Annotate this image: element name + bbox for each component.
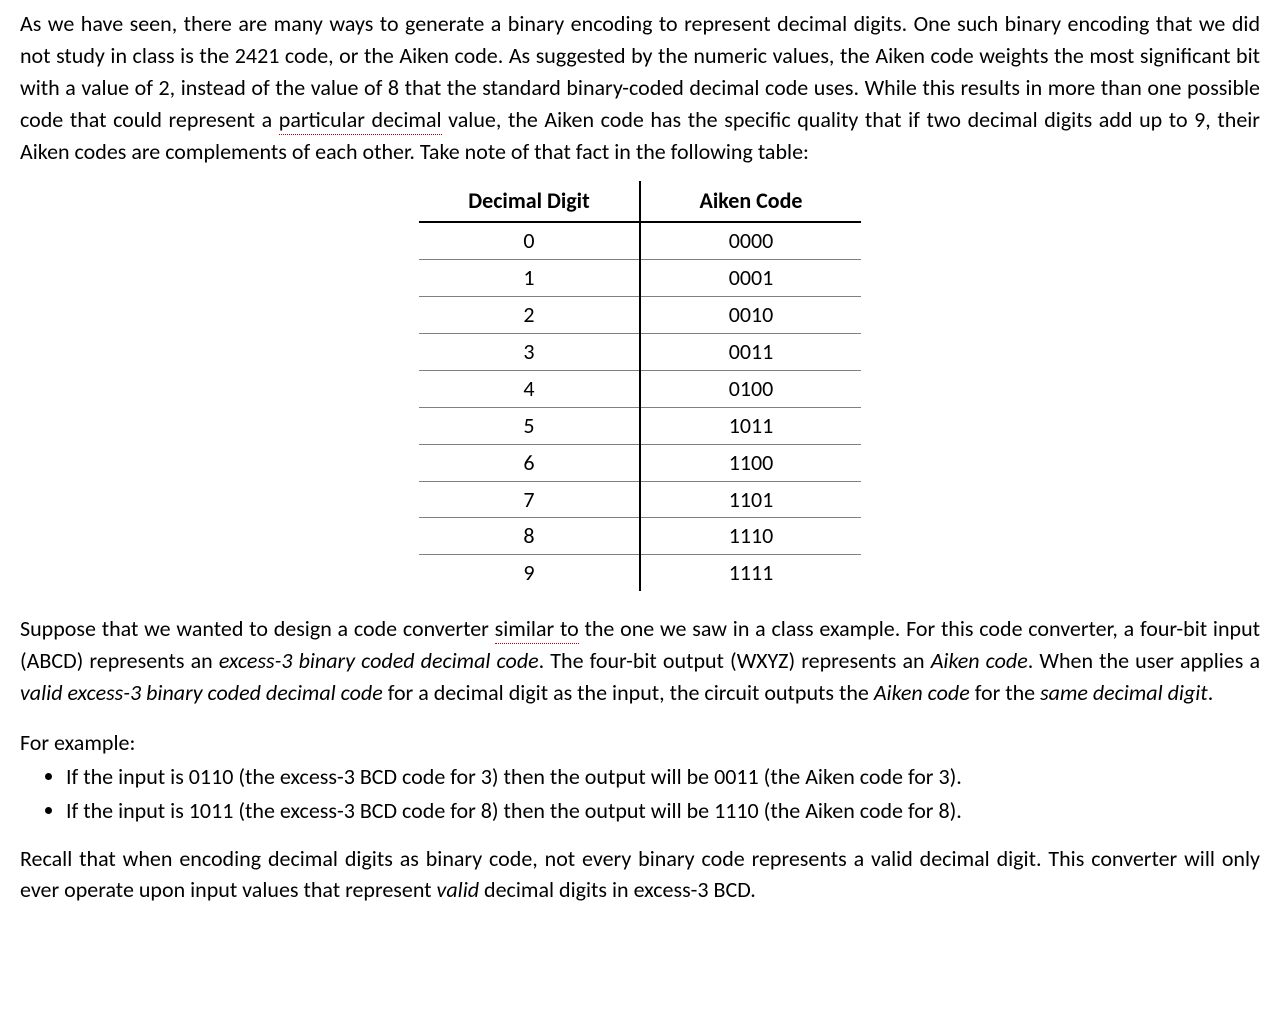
cell-decimal: 8 [419, 518, 640, 555]
cell-aiken: 1100 [640, 444, 861, 481]
conv-text-6: for the [970, 679, 1040, 706]
aiken-table-wrap: Decimal Digit Aiken Code 00000 10001 200… [20, 181, 1260, 591]
table-header-row: Decimal Digit Aiken Code [419, 181, 861, 222]
table-row: 00000 [419, 222, 861, 259]
conv-text-4: . When the user applies a [1028, 647, 1260, 674]
table-header-aiken: Aiken Code [640, 181, 861, 222]
cell-decimal: 9 [419, 555, 640, 591]
cell-aiken: 0000 [640, 222, 861, 259]
conv-underlined: similar to [495, 615, 579, 644]
table-row: 91111 [419, 555, 861, 591]
cell-decimal: 4 [419, 370, 640, 407]
cell-aiken: 0010 [640, 297, 861, 334]
conv-em-1: excess-3 binary coded decimal code [219, 647, 539, 674]
table-row: 40100 [419, 370, 861, 407]
table-row: 30011 [419, 334, 861, 371]
cell-decimal: 7 [419, 481, 640, 518]
conv-em-4: Aiken code [874, 679, 970, 706]
conv-text-3: . The four-bit output (WXYZ) represents … [539, 647, 931, 674]
list-item: If the input is 0110 (the excess-3 BCD c… [66, 761, 1260, 793]
conv-text-1: Suppose that we wanted to design a code … [20, 615, 495, 642]
list-item: If the input is 1011 (the excess-3 BCD c… [66, 795, 1260, 827]
cell-decimal: 3 [419, 334, 640, 371]
table-row: 10001 [419, 260, 861, 297]
cell-decimal: 6 [419, 444, 640, 481]
conv-em-5: same decimal digit [1040, 679, 1208, 706]
table-row: 20010 [419, 297, 861, 334]
converter-paragraph: Suppose that we wanted to design a code … [20, 613, 1260, 709]
cell-decimal: 5 [419, 407, 640, 444]
intro-paragraph: As we have seen, there are many ways to … [20, 8, 1260, 167]
table-row: 81110 [419, 518, 861, 555]
table-row: 61100 [419, 444, 861, 481]
conv-text-7: . [1208, 679, 1214, 706]
recall-text-2: decimal digits in excess-3 BCD. [479, 876, 756, 903]
cell-aiken: 0011 [640, 334, 861, 371]
cell-aiken: 0001 [640, 260, 861, 297]
document-page: As we have seen, there are many ways to … [0, 0, 1280, 1029]
cell-aiken: 0100 [640, 370, 861, 407]
conv-em-2: Aiken code [931, 647, 1028, 674]
conv-text-5: for a decimal digit as the input, the ci… [383, 679, 874, 706]
table-header-decimal: Decimal Digit [419, 181, 640, 222]
cell-aiken: 1110 [640, 518, 861, 555]
cell-aiken: 1011 [640, 407, 861, 444]
cell-aiken: 1101 [640, 481, 861, 518]
examples-lead: For example: [20, 727, 1260, 759]
cell-decimal: 1 [419, 260, 640, 297]
recall-paragraph: Recall that when encoding decimal digits… [20, 843, 1260, 907]
aiken-code-table: Decimal Digit Aiken Code 00000 10001 200… [419, 181, 861, 591]
cell-decimal: 2 [419, 297, 640, 334]
recall-em-1: valid [437, 876, 480, 903]
examples-list: If the input is 0110 (the excess-3 BCD c… [20, 761, 1260, 827]
intro-underlined: particular decimal [279, 106, 442, 135]
conv-em-3: valid excess-3 binary coded decimal code [20, 679, 383, 706]
cell-aiken: 1111 [640, 555, 861, 591]
table-row: 71101 [419, 481, 861, 518]
cell-decimal: 0 [419, 222, 640, 259]
table-row: 51011 [419, 407, 861, 444]
